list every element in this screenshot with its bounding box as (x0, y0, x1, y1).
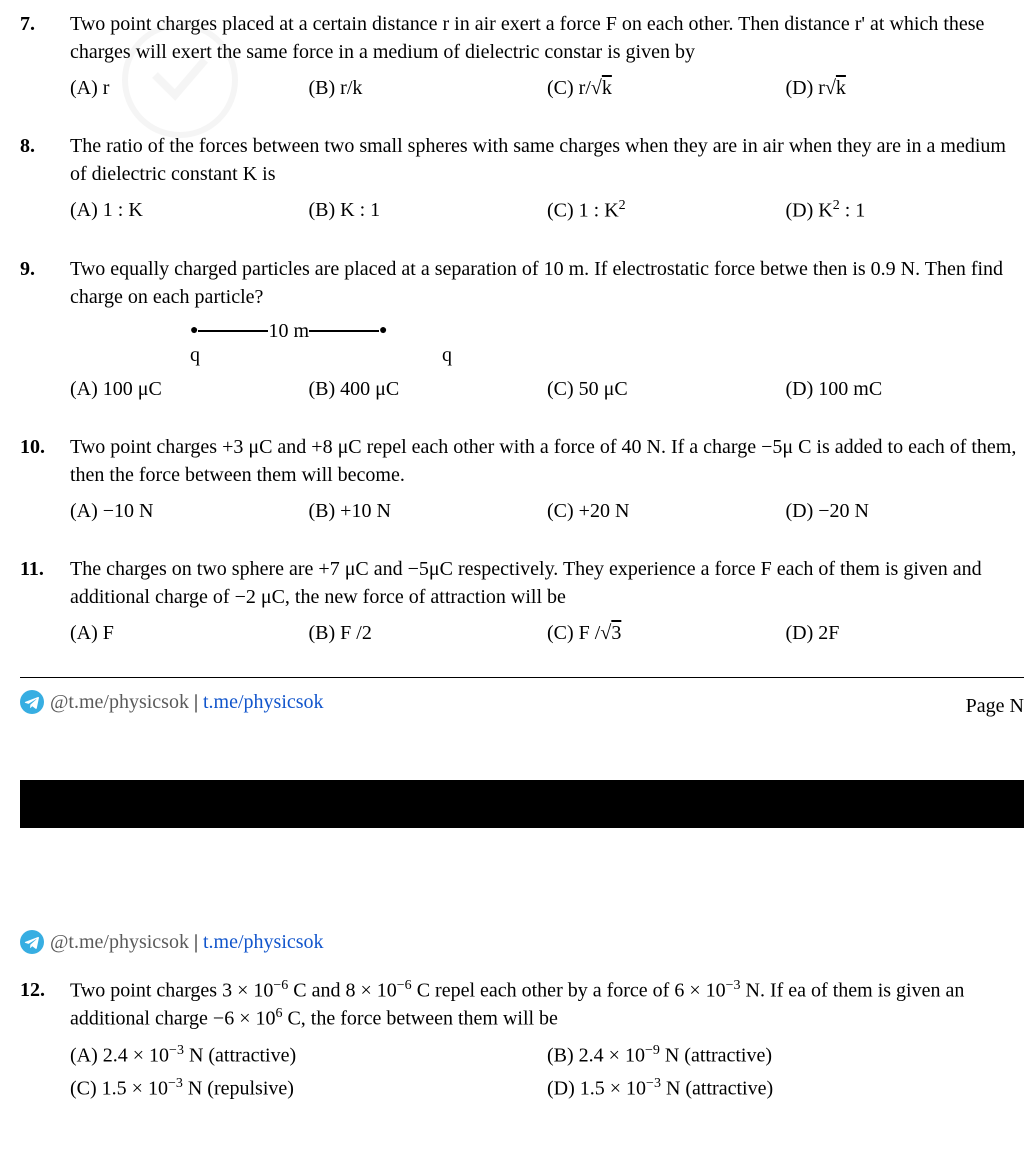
question-8: 8. The ratio of the forces between two s… (20, 132, 1024, 227)
question-text: Two point charges placed at a certain di… (70, 10, 1024, 66)
option-a: (A) F (70, 617, 309, 649)
question-10: 10. Two point charges +3 μC and +8 μC re… (20, 433, 1024, 527)
question-text: Two point charges 3 × 10−6 C and 8 × 10−… (70, 976, 1024, 1033)
option-c: (C) F /√3 (547, 617, 786, 649)
option-a: (A) 2.4 × 10−3 N (attractive) (70, 1039, 547, 1072)
option-d: (D) r√k (786, 72, 1024, 104)
question-body: Two equally charged particles are placed… (70, 255, 1024, 405)
question-number: 8. (20, 132, 70, 227)
option-c: (C) r/√k (547, 72, 786, 104)
question-text: The charges on two sphere are +7 μC and … (70, 555, 1024, 611)
question-9: 9. Two equally charged particles are pla… (20, 255, 1024, 405)
option-c: (C) 50 μC (547, 373, 786, 405)
divider (20, 677, 1024, 678)
distance-bar (309, 330, 379, 332)
options-row: (A) 100 μC (B) 400 μC (C) 50 μC (D) 100 … (70, 373, 1024, 405)
option-b: (B) r/k (309, 72, 548, 104)
charge-diagram: ● 10 m ● q q (190, 317, 1024, 369)
option-c: (C) 1.5 × 10−3 N (repulsive) (70, 1072, 547, 1105)
charge-dot-right: ● (379, 321, 387, 341)
option-a: (A) r (70, 72, 309, 104)
option-b: (B) 400 μC (309, 373, 548, 405)
question-body: The ratio of the forces between two smal… (70, 132, 1024, 227)
option-c: (C) +20 N (547, 495, 786, 527)
question-7: 7. Two point charges placed at a certain… (20, 10, 1024, 104)
question-body: The charges on two sphere are +7 μC and … (70, 555, 1024, 649)
page-separator-bar (20, 780, 1024, 828)
options-row: (A) 2.4 × 10−3 N (attractive) (B) 2.4 × … (70, 1039, 1024, 1104)
question-number: 7. (20, 10, 70, 104)
question-text: The ratio of the forces between two smal… (70, 132, 1024, 188)
option-d: (D) 100 mC (786, 373, 1024, 405)
question-text: Two equally charged particles are placed… (70, 255, 1024, 311)
option-d: (D) 1.5 × 10−3 N (attractive) (547, 1072, 1024, 1105)
question-number: 11. (20, 555, 70, 649)
footer-link-text[interactable]: @t.me/physicsok | t.me/physicsok (50, 928, 324, 956)
option-c: (C) 1 : K2 (547, 194, 786, 227)
telegram-icon (20, 690, 44, 714)
question-12: 12. Two point charges 3 × 10−6 C and 8 ×… (20, 976, 1024, 1105)
footer-link-2: @t.me/physicsok | t.me/physicsok (20, 928, 1024, 956)
option-a: (A) 100 μC (70, 373, 309, 405)
telegram-icon (20, 930, 44, 954)
option-b: (B) F /2 (309, 617, 548, 649)
question-number: 9. (20, 255, 70, 405)
question-number: 10. (20, 433, 70, 527)
option-a: (A) −10 N (70, 495, 309, 527)
charge-label-left: q (190, 341, 200, 369)
options-row: (A) 1 : K (B) K : 1 (C) 1 : K2 (D) K2 : … (70, 194, 1024, 227)
options-row: (A) −10 N (B) +10 N (C) +20 N (D) −20 N (70, 495, 1024, 527)
footer-link-text[interactable]: @t.me/physicsok | t.me/physicsok (50, 688, 324, 716)
option-d: (D) −20 N (786, 495, 1024, 527)
question-body: Two point charges placed at a certain di… (70, 10, 1024, 104)
question-body: Two point charges 3 × 10−6 C and 8 × 10−… (70, 976, 1024, 1105)
option-b: (B) 2.4 × 10−9 N (attractive) (547, 1039, 1024, 1072)
options-row: (A) r (B) r/k (C) r/√k (D) r√k (70, 72, 1024, 104)
distance-label: 10 m (268, 317, 309, 345)
option-d: (D) 2F (786, 617, 1024, 649)
distance-bar (198, 330, 268, 332)
option-b: (B) K : 1 (309, 194, 548, 227)
option-a: (A) 1 : K (70, 194, 309, 227)
option-b: (B) +10 N (309, 495, 548, 527)
question-text: Two point charges +3 μC and +8 μC repel … (70, 433, 1024, 489)
question-body: Two point charges +3 μC and +8 μC repel … (70, 433, 1024, 527)
charge-dot-left: ● (190, 321, 198, 341)
charge-label-right: q (442, 341, 452, 369)
question-11: 11. The charges on two sphere are +7 μC … (20, 555, 1024, 649)
option-d: (D) K2 : 1 (786, 194, 1024, 227)
options-row: (A) F (B) F /2 (C) F /√3 (D) 2F (70, 617, 1024, 649)
question-number: 12. (20, 976, 70, 1105)
